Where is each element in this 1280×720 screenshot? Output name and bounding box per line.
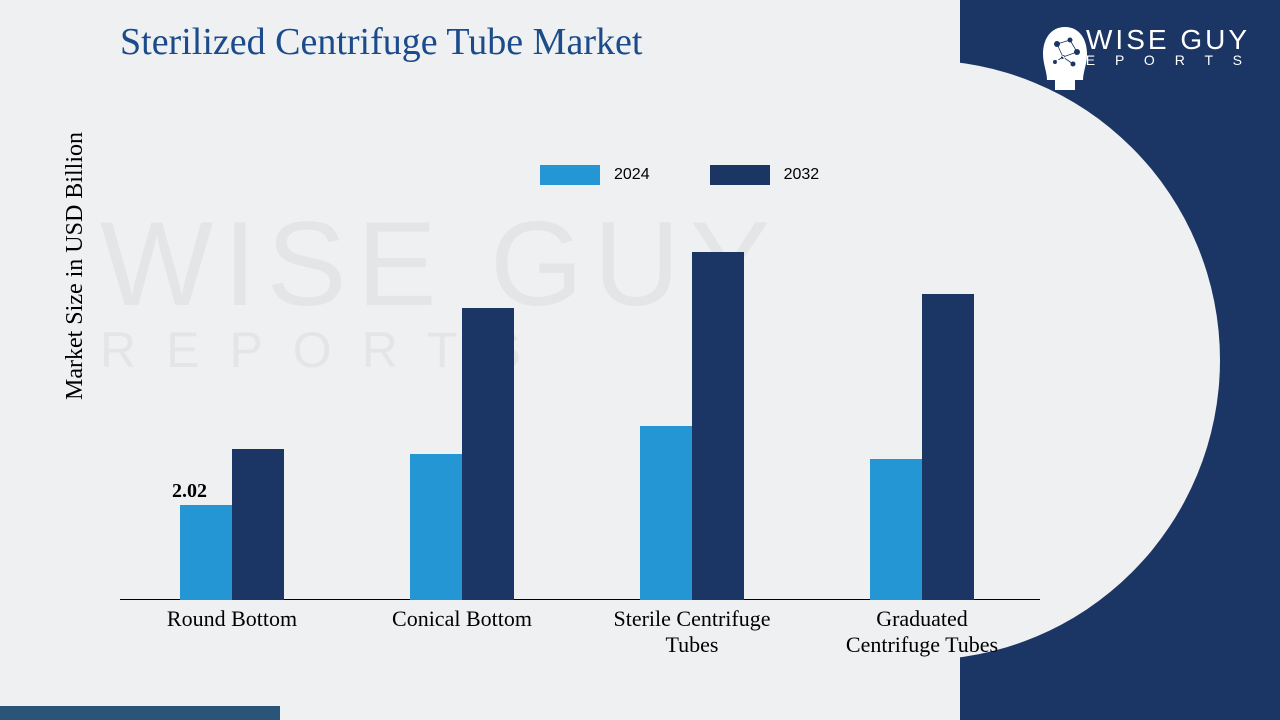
x-axis-label: Conical Bottom	[372, 606, 552, 632]
legend-label: 2032	[784, 166, 820, 184]
bar	[462, 308, 514, 600]
bar-chart: 2.02Round BottomConical BottomSterile Ce…	[120, 200, 1040, 600]
x-axis-label: Graduated Centrifuge Tubes	[832, 606, 1012, 659]
legend-label: 2024	[614, 166, 650, 184]
legend-swatch	[710, 165, 770, 185]
x-axis-label: Sterile Centrifuge Tubes	[602, 606, 782, 659]
legend-swatch	[540, 165, 600, 185]
bar	[232, 449, 284, 600]
bar	[870, 459, 922, 600]
y-axis-label: Market Size in USD Billion	[62, 132, 89, 400]
bar-group: Graduated Centrifuge Tubes	[870, 294, 974, 600]
bar-group: Sterile Centrifuge Tubes	[640, 252, 744, 600]
bottom-accent-bar	[0, 706, 280, 720]
bar	[922, 294, 974, 600]
bar	[692, 252, 744, 600]
bar	[180, 505, 232, 600]
legend-item-2032: 2032	[710, 165, 820, 185]
brand-logo: WISE GUY R E P O R T S	[1056, 24, 1250, 68]
bar-group: Round Bottom	[180, 449, 284, 600]
bar-group: Conical Bottom	[410, 308, 514, 600]
page: WISE GUY REPORTS Sterilized Centrifuge T…	[0, 0, 1280, 720]
legend: 2024 2032	[540, 165, 819, 185]
chart-title: Sterilized Centrifuge Tube Market	[120, 20, 642, 64]
bar	[410, 454, 462, 600]
brand-bottom: R E P O R T S	[1056, 52, 1250, 68]
bar	[640, 426, 692, 600]
x-axis-label: Round Bottom	[142, 606, 322, 632]
legend-item-2024: 2024	[540, 165, 650, 185]
